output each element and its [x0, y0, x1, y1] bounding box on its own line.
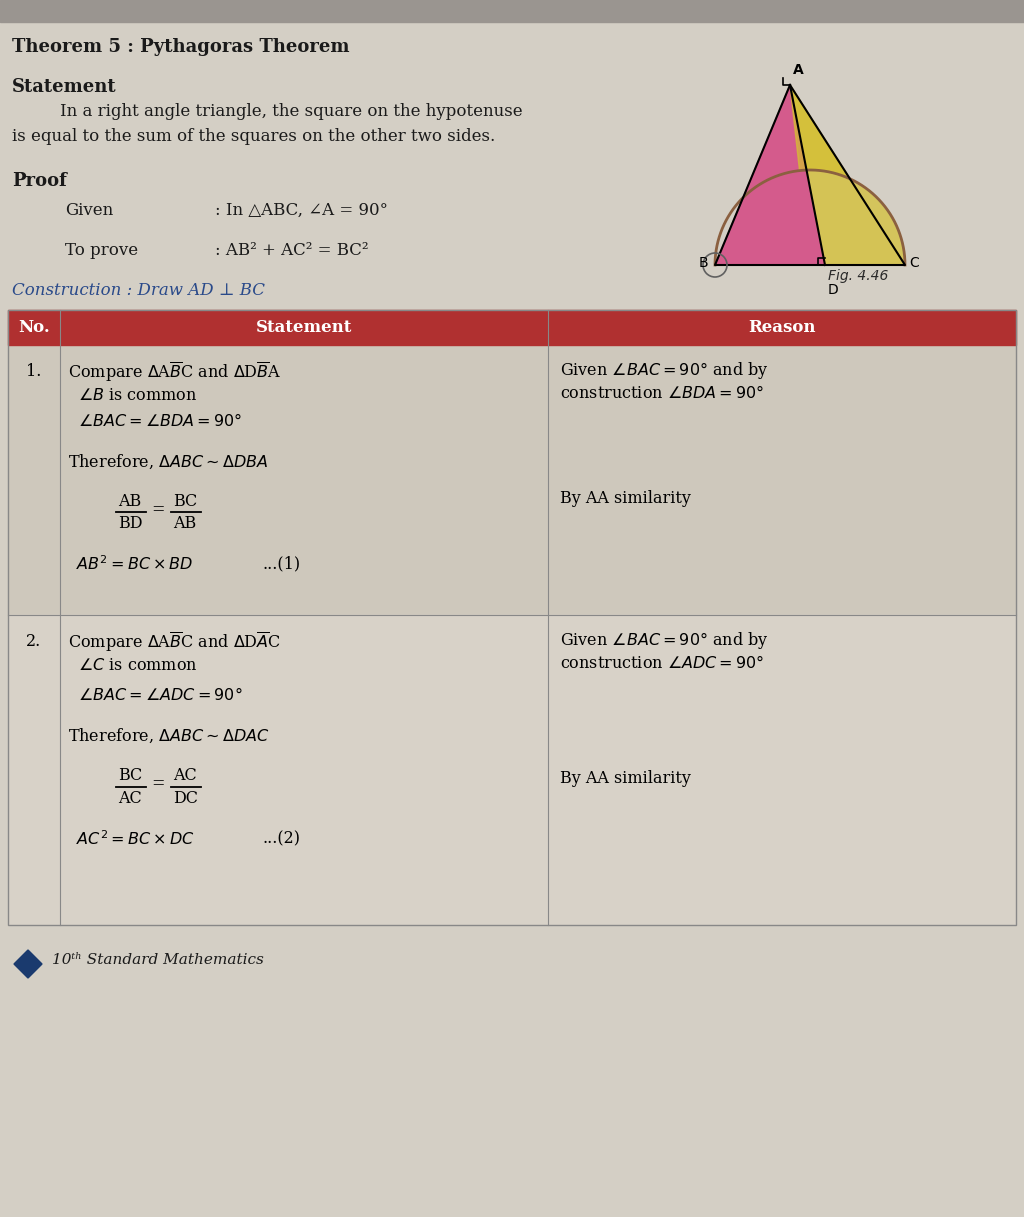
Bar — [8, 615, 1016, 925]
Polygon shape — [790, 85, 905, 265]
Polygon shape — [14, 950, 42, 978]
Text: Given $\angle BAC = 90°$ and by: Given $\angle BAC = 90°$ and by — [560, 360, 769, 381]
Text: 2.: 2. — [27, 633, 42, 650]
Text: A: A — [793, 63, 804, 77]
Text: : AB² + AC² = BC²: : AB² + AC² = BC² — [215, 242, 369, 259]
Text: Statement: Statement — [12, 78, 117, 96]
Text: AC: AC — [118, 790, 141, 807]
Text: AB: AB — [118, 493, 141, 510]
Text: =: = — [151, 775, 165, 792]
Text: By AA similarity: By AA similarity — [560, 490, 691, 507]
Text: $\angle B$ is common: $\angle B$ is common — [68, 387, 198, 404]
Text: Therefore, $\Delta ABC \sim \Delta DBA$: Therefore, $\Delta ABC \sim \Delta DBA$ — [68, 453, 268, 471]
Text: Fig. 4.46: Fig. 4.46 — [828, 269, 889, 284]
Polygon shape — [790, 85, 905, 265]
Text: $\angle BAC = \angle BDA = 90°$: $\angle BAC = \angle BDA = 90°$ — [68, 413, 243, 430]
Text: =: = — [151, 501, 165, 518]
Polygon shape — [715, 85, 825, 265]
Text: In a right angle triangle, the square on the hypotenuse: In a right angle triangle, the square on… — [60, 103, 522, 120]
Text: No.: No. — [18, 319, 50, 336]
Text: ...(1): ...(1) — [263, 555, 301, 572]
Text: Compare $\Delta$A$\overline{B}$C and $\Delta$D$\overline{A}$C: Compare $\Delta$A$\overline{B}$C and $\D… — [68, 630, 281, 654]
Text: C: C — [909, 256, 919, 270]
Text: D: D — [828, 284, 839, 297]
Bar — [0, 0, 1024, 22]
Text: DC: DC — [173, 790, 198, 807]
Text: Proof: Proof — [12, 172, 67, 190]
Text: Reason: Reason — [749, 319, 816, 336]
Bar — [8, 310, 1016, 344]
Text: ...(2): ...(2) — [263, 830, 301, 847]
Text: Given: Given — [65, 202, 114, 219]
Bar — [8, 310, 1016, 925]
Text: BC: BC — [173, 493, 198, 510]
Text: : In △ABC, ∠A = 90°: : In △ABC, ∠A = 90° — [215, 202, 388, 219]
Text: AB: AB — [173, 515, 197, 532]
Text: $\angle C$ is common: $\angle C$ is common — [68, 657, 198, 674]
Text: Construction : Draw AD ⊥ BC: Construction : Draw AD ⊥ BC — [12, 282, 265, 299]
Text: $AB^2 = BC \times BD$: $AB^2 = BC \times BD$ — [76, 555, 194, 573]
Text: BD: BD — [118, 515, 142, 532]
Text: By AA similarity: By AA similarity — [560, 770, 691, 787]
Text: $AC^2 = BC \times DC$: $AC^2 = BC \times DC$ — [76, 830, 195, 848]
Text: Statement: Statement — [256, 319, 352, 336]
Text: Compare $\Delta$A$\overline{B}$C and $\Delta$D$\overline{B}$A: Compare $\Delta$A$\overline{B}$C and $\D… — [68, 360, 282, 383]
Bar — [8, 344, 1016, 615]
Text: construction $\angle ADC = 90°$: construction $\angle ADC = 90°$ — [560, 655, 764, 672]
Text: 10ᵗʰ Standard Mathematics: 10ᵗʰ Standard Mathematics — [52, 953, 264, 968]
Text: $\angle BAC = \angle ADC = 90°$: $\angle BAC = \angle ADC = 90°$ — [68, 688, 243, 703]
Text: construction $\angle BDA = 90°$: construction $\angle BDA = 90°$ — [560, 385, 764, 402]
Text: Therefore, $\Delta ABC \sim \Delta DAC$: Therefore, $\Delta ABC \sim \Delta DAC$ — [68, 727, 269, 745]
Text: Theorem 5 : Pythagoras Theorem: Theorem 5 : Pythagoras Theorem — [12, 38, 349, 56]
Text: B: B — [699, 256, 709, 270]
Text: To prove: To prove — [65, 242, 138, 259]
Text: BC: BC — [118, 767, 142, 784]
Text: 1.: 1. — [27, 363, 42, 380]
Text: AC: AC — [173, 767, 197, 784]
Text: is equal to the sum of the squares on the other two sides.: is equal to the sum of the squares on th… — [12, 128, 496, 145]
Text: Given $\angle BAC = 90°$ and by: Given $\angle BAC = 90°$ and by — [560, 630, 769, 651]
